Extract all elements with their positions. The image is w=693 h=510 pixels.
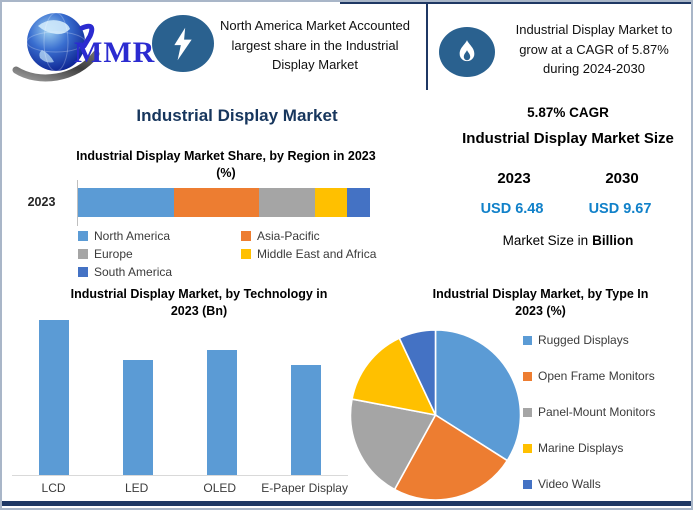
legend-swatch-icon bbox=[523, 443, 532, 453]
legend-swatch-icon bbox=[78, 249, 88, 259]
technology-category-label: OLED bbox=[203, 481, 237, 495]
legend-item-south-america: South America bbox=[78, 265, 241, 279]
year-start-label: 2023 bbox=[497, 170, 531, 187]
type-pie-chart bbox=[349, 329, 522, 501]
unit-note-bold: Billion bbox=[592, 233, 634, 248]
cagr-headline: 5.87% CAGR bbox=[527, 105, 609, 120]
legend-label: South America bbox=[94, 265, 173, 279]
technology-bar-column-e-paper-display bbox=[264, 315, 348, 475]
year-end-label: 2030 bbox=[605, 170, 639, 187]
legend-label: Europe bbox=[94, 247, 133, 261]
bottom-accent-bar bbox=[2, 501, 691, 506]
legend-label: Rugged Displays bbox=[538, 333, 629, 347]
region-chart-axis-line bbox=[77, 180, 78, 226]
technology-bar-column-lcd bbox=[12, 315, 96, 475]
legend-swatch-icon bbox=[523, 371, 532, 381]
legend-swatch-icon bbox=[78, 231, 88, 241]
market-size-title: Industrial Display Market Size bbox=[462, 130, 674, 147]
region-bar-segment-south-america bbox=[346, 188, 371, 217]
legend-swatch-icon bbox=[523, 479, 532, 489]
flame-icon bbox=[439, 27, 495, 77]
unit-note: Market Size in Billion bbox=[457, 233, 679, 248]
lightning-icon bbox=[152, 15, 214, 72]
pie-slice-marine-displays bbox=[351, 337, 437, 417]
pie-slice-open-frame-monitors bbox=[393, 413, 509, 501]
legend-label: Video Walls bbox=[538, 477, 601, 491]
legend-swatch-icon bbox=[523, 335, 532, 345]
technology-bar-led bbox=[123, 360, 153, 475]
legend-label: Open Frame Monitors bbox=[538, 369, 655, 383]
legend-swatch-icon bbox=[523, 407, 532, 417]
legend-item-video-walls: Video Walls bbox=[523, 477, 691, 491]
technology-category-label: LCD bbox=[41, 481, 66, 495]
legend-swatch-icon bbox=[78, 267, 88, 277]
technology-bar-oled bbox=[207, 350, 237, 475]
legend-swatch-icon bbox=[241, 249, 251, 259]
header-divider-line bbox=[426, 2, 428, 90]
technology-chart-plot bbox=[12, 315, 348, 476]
region-bar-segment-europe bbox=[259, 188, 315, 217]
legend-label: Panel-Mount Monitors bbox=[538, 405, 656, 419]
technology-category-label: E-Paper Display bbox=[261, 481, 348, 495]
unit-note-prefix: Market Size in bbox=[502, 233, 589, 248]
legend-label: Middle East and Africa bbox=[257, 247, 377, 261]
header-callout-left: North America Market Accounted largest s… bbox=[219, 18, 411, 72]
header-callout-right: Industrial Display Market to grow at a C… bbox=[515, 22, 673, 76]
legend-item-middle-east-and-africa: Middle East and Africa bbox=[241, 247, 390, 261]
market-value-2030: USD 9.67 bbox=[588, 201, 652, 217]
legend-swatch-icon bbox=[241, 231, 251, 241]
technology-bar-lcd bbox=[39, 320, 69, 475]
region-chart-title: Industrial Display Market Share, by Regi… bbox=[76, 149, 376, 180]
technology-chart-title: Industrial Display Market, by Technology… bbox=[70, 287, 328, 318]
type-chart-legend: Rugged Displays Open Frame Monitors Panel-… bbox=[523, 333, 691, 508]
legend-item-panel-mount-monitors: Panel-Mount Monitors bbox=[523, 405, 691, 419]
mmr-logo: MMR bbox=[12, 8, 154, 84]
legend-item-rugged-displays: Rugged Displays bbox=[523, 333, 691, 347]
technology-bar-column-oled bbox=[180, 315, 264, 475]
page-title: Industrial Display Market bbox=[136, 106, 338, 125]
pie-slice-panel-mount-monitors bbox=[349, 398, 437, 491]
region-bar-segment-middle-east-and-africa bbox=[314, 188, 347, 217]
legend-item-asia-pacific: Asia-Pacific bbox=[241, 229, 390, 243]
technology-bar-column-led bbox=[96, 315, 180, 475]
logo-text: MMR bbox=[74, 36, 156, 69]
legend-item-europe: Europe bbox=[78, 247, 241, 261]
region-stacked-bar bbox=[78, 188, 371, 217]
technology-bar-e-paper-display bbox=[291, 365, 321, 475]
globe-icon bbox=[12, 12, 100, 82]
legend-label: Marine Displays bbox=[538, 441, 624, 455]
legend-label: Asia-Pacific bbox=[257, 229, 320, 243]
technology-category-label: LED bbox=[124, 481, 149, 495]
technology-chart-axis-labels: LCD LED OLED E-Paper Display bbox=[12, 481, 348, 495]
legend-label: North America bbox=[94, 229, 171, 243]
region-bar-segment-north-america bbox=[78, 188, 175, 217]
type-chart-title: Industrial Display Market, by Type In 20… bbox=[432, 287, 649, 318]
region-bar-segment-asia-pacific bbox=[174, 188, 260, 217]
market-value-2023: USD 6.48 bbox=[480, 201, 544, 217]
legend-item-open-frame-monitors: Open Frame Monitors bbox=[523, 369, 691, 383]
region-chart-legend: North America Asia-Pacific Europe Middle Ea… bbox=[78, 229, 390, 279]
top-accent-line bbox=[340, 2, 691, 4]
pie-slice-video-walls bbox=[398, 329, 437, 416]
legend-item-north-america: North America bbox=[78, 229, 241, 243]
legend-item-marine-displays: Marine Displays bbox=[523, 441, 691, 455]
region-chart-category-label: 2023 bbox=[27, 195, 56, 209]
